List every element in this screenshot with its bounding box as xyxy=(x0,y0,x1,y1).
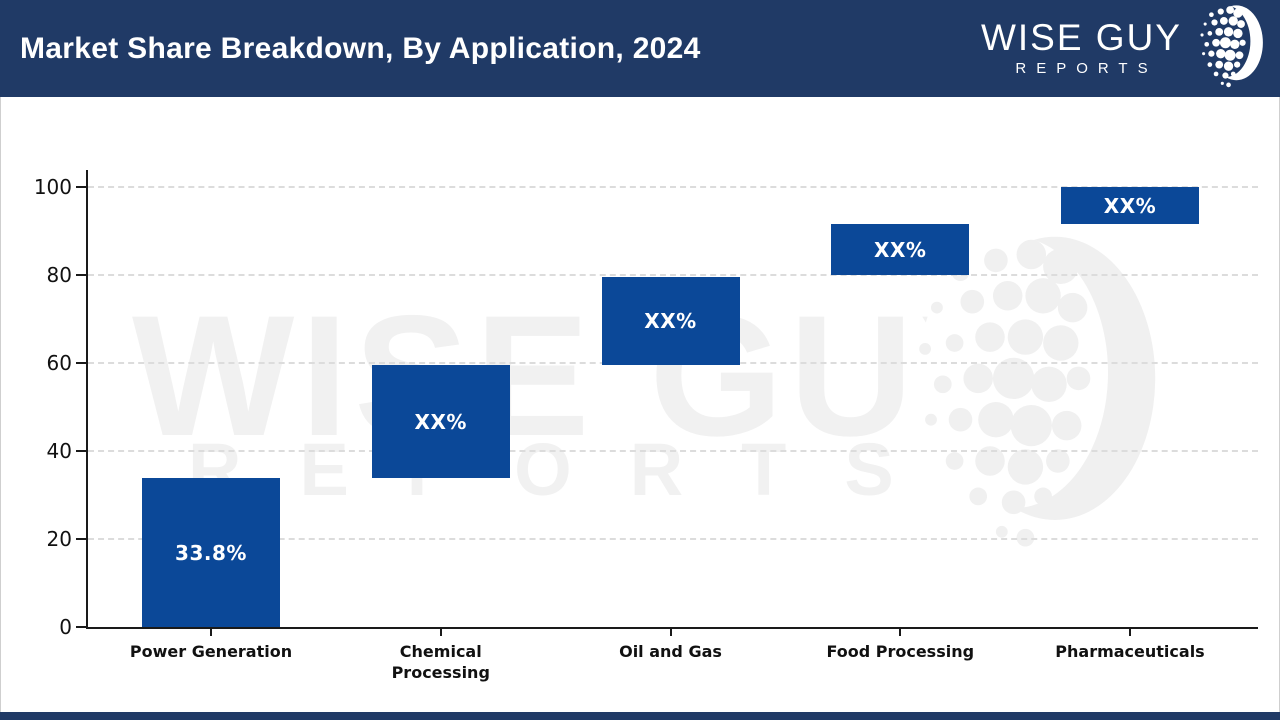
bar-value-label-chemical-processing: XX% xyxy=(414,409,467,434)
watermark-subtext: REPORTS xyxy=(188,428,952,511)
chart-area: WISE GUY REPORTS 0 20 40 60 80 100 33.8% Power … xyxy=(0,97,1280,712)
x-category-label-pharmaceuticals: Pharmaceuticals xyxy=(1055,642,1205,661)
x-tick-chemical-processing xyxy=(439,629,442,636)
gridline-100 xyxy=(88,186,1258,188)
y-tick-60 xyxy=(76,362,88,364)
watermark-text: WISE GUY xyxy=(132,280,1041,472)
bar-value-label-power-generation: 33.8% xyxy=(175,540,247,565)
bar-value-label-oil-and-gas: XX% xyxy=(644,309,697,334)
gridline-80 xyxy=(88,274,1258,276)
y-tick-20 xyxy=(76,538,88,540)
y-tick-100 xyxy=(76,186,88,188)
bar-value-label-food-processing: XX% xyxy=(874,237,927,262)
logo-subtitle: REPORTS xyxy=(1015,59,1158,77)
bar-oil-and-gas: XX% xyxy=(601,277,740,366)
wiseguy-logo: WISE GUY REPORTS xyxy=(981,0,1266,97)
watermark-head-icon xyxy=(919,236,1156,547)
bar-power-generation: 33.8% xyxy=(142,478,280,627)
bar-chemical-processing: XX% xyxy=(371,365,510,479)
gridline-20 xyxy=(88,538,1258,540)
page-title: Market Share Breakdown, By Application, … xyxy=(20,31,701,65)
logo-wordmark: WISE GUY xyxy=(980,16,1182,58)
y-tick-label-60: 60 xyxy=(46,351,72,375)
y-tick-label-100: 100 xyxy=(33,175,72,199)
bar-value-label-pharmaceuticals: XX% xyxy=(1103,193,1157,218)
x-category-label-power-generation: Power Generation xyxy=(129,642,293,661)
y-axis-line xyxy=(86,170,88,629)
footer-bar xyxy=(0,712,1280,720)
y-tick-label-80: 80 xyxy=(46,263,72,287)
bar-pharmaceuticals: XX% xyxy=(1061,187,1199,225)
header: Market Share Breakdown, By Application, … xyxy=(0,0,1280,97)
gridline-40 xyxy=(88,450,1258,452)
y-tick-label-0: 0 xyxy=(59,615,72,639)
x-tick-pharmaceuticals xyxy=(1129,629,1131,636)
x-tick-food-processing xyxy=(899,629,902,636)
x-tick-power-generation xyxy=(210,629,212,636)
x-category-label-food-processing: Food Processing xyxy=(826,642,975,661)
logo-text: WISE GUY REPORTS xyxy=(980,16,1182,79)
x-category-label-chemical-processing: Chemical Processing xyxy=(391,642,490,682)
y-tick-80 xyxy=(76,274,88,276)
y-tick-40 xyxy=(76,450,88,452)
x-axis-line xyxy=(86,627,1258,629)
x-tick-oil-and-gas xyxy=(669,629,672,636)
y-tick-0 xyxy=(76,626,88,628)
bar-food-processing: XX% xyxy=(831,224,970,275)
x-category-label-oil-and-gas: Oil and Gas xyxy=(619,642,722,661)
y-tick-label-20: 20 xyxy=(46,527,72,551)
y-tick-label-40: 40 xyxy=(46,439,72,463)
logo-head-icon xyxy=(1200,4,1263,87)
